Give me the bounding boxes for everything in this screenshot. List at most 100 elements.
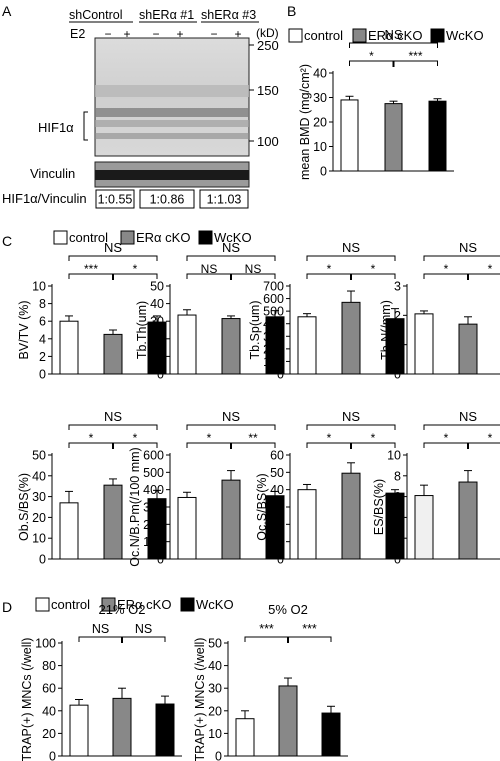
significance-label: * [369, 49, 374, 63]
legend-label: control [304, 28, 343, 43]
y-tick-label: 10 [387, 449, 401, 463]
y-tick-label: 20 [150, 332, 164, 346]
y-tick-label: 600 [263, 292, 284, 306]
bar [221, 479, 241, 560]
y-tick-label: 300 [143, 501, 164, 515]
y-tick-label: 100 [263, 355, 284, 369]
bar [221, 318, 241, 375]
y-tick-label: 60 [42, 682, 56, 696]
y-axis-label: TRAP(+) MNCs (/well) [20, 638, 34, 761]
y-tick-label: 1 [394, 338, 401, 352]
y-tick-label: 20 [270, 518, 284, 532]
significance-label: * [133, 431, 138, 445]
y-axis-label: TRAP(+) MNCs (/well) [193, 638, 207, 761]
significance-label: * [488, 262, 493, 276]
e2-sign: + [123, 27, 130, 41]
y-tick-label: 8 [39, 297, 46, 311]
legend-label: ERα cKO [136, 230, 190, 245]
y-tick-label: 0 [215, 750, 222, 761]
bar [235, 718, 255, 757]
significance-label: NS [459, 240, 477, 255]
bar [384, 103, 403, 172]
y-tick-label: 6 [394, 490, 401, 504]
y-tick-label: 100 [35, 637, 56, 651]
y-tick-label: 50 [32, 449, 46, 463]
significance-bracket [423, 255, 500, 261]
y-tick-label: 50 [208, 637, 222, 651]
ratio-label: HIF1α/Vinculin [2, 191, 87, 206]
bar [414, 495, 434, 560]
significance-label: * [371, 262, 376, 276]
significance-bracket [423, 424, 500, 430]
panel-label-b: B [287, 3, 296, 19]
bar [297, 489, 317, 560]
legend-swatch-control [288, 28, 303, 43]
significance-label: * [133, 262, 138, 276]
significance-label: * [444, 431, 449, 445]
legend-swatch-control [35, 597, 50, 612]
y-tick-label: 0 [277, 553, 284, 567]
bar [340, 99, 359, 172]
legend-c: control ERα cKO WcKO [53, 230, 252, 245]
significance-label: NS [384, 27, 402, 42]
y-tick-label: 500 [143, 466, 164, 480]
legend-swatch-cko [101, 597, 116, 612]
bar [103, 484, 123, 560]
y-tick-label: 2 [39, 350, 46, 364]
y-tick-label: 10 [270, 535, 284, 549]
y-tick-label: 30 [150, 315, 164, 329]
y-tick-label: 10 [150, 350, 164, 364]
y-tick-label: 0 [39, 368, 46, 382]
western-blot-panel: shControl shERα #1 shERα #3 E2 − + − + −… [2, 8, 279, 209]
y-tick-label: 2 [394, 532, 401, 546]
y-tick-label: 20 [32, 511, 46, 525]
significance-label: * [89, 431, 94, 445]
chart-esbs: 0 2 4 6 8 10 ES/BS(%) NS * * [372, 409, 500, 567]
y-axis-label: Tb.Th(um) [135, 301, 149, 359]
y-tick-label: 30 [270, 501, 284, 515]
y-tick-label: 20 [208, 704, 222, 718]
y-tick-label: 0 [277, 368, 284, 382]
y-tick-label: 10 [313, 140, 327, 154]
significance-bracket [349, 42, 438, 48]
blot-band [95, 120, 249, 127]
y-tick-label: 200 [263, 342, 284, 356]
panel-label-a: A [2, 3, 12, 19]
bar [177, 314, 197, 375]
ratio-value: 1:0.55 [98, 193, 133, 207]
y-tick-label: 300 [263, 330, 284, 344]
kd-label: (kD) [256, 26, 279, 40]
y-tick-label: 30 [313, 91, 327, 105]
y-tick-label: 40 [270, 483, 284, 497]
chart-tbn: 0 1 2 3Tb.N(/mm) NS * * [379, 240, 500, 382]
hif1a-label: HIF1α [38, 120, 74, 135]
blot-band [95, 133, 249, 139]
y-tick-label: 0 [39, 553, 46, 567]
legend-swatch-wcko [198, 230, 213, 245]
significance-label: *** [84, 262, 98, 276]
significance-bracket [306, 424, 396, 430]
vinculin-label: Vinculin [30, 166, 75, 181]
blot-group-label: shERα #3 [201, 8, 256, 22]
bar [458, 481, 478, 560]
y-tick-label: 40 [208, 659, 222, 673]
panel-label-c: C [2, 233, 12, 249]
hif1a-bracket [83, 111, 88, 141]
significance-label: NS [245, 262, 262, 276]
legend-swatch-cko [120, 230, 135, 245]
significance-bracket [68, 255, 158, 261]
bar [428, 100, 447, 172]
bar [147, 321, 167, 375]
significance-label: NS [135, 622, 152, 636]
y-tick-label: 500 [263, 305, 284, 319]
significance-label: * [371, 431, 376, 445]
bar [278, 685, 298, 757]
y-tick-label: 80 [42, 659, 56, 673]
legend-swatch-control [53, 230, 68, 245]
